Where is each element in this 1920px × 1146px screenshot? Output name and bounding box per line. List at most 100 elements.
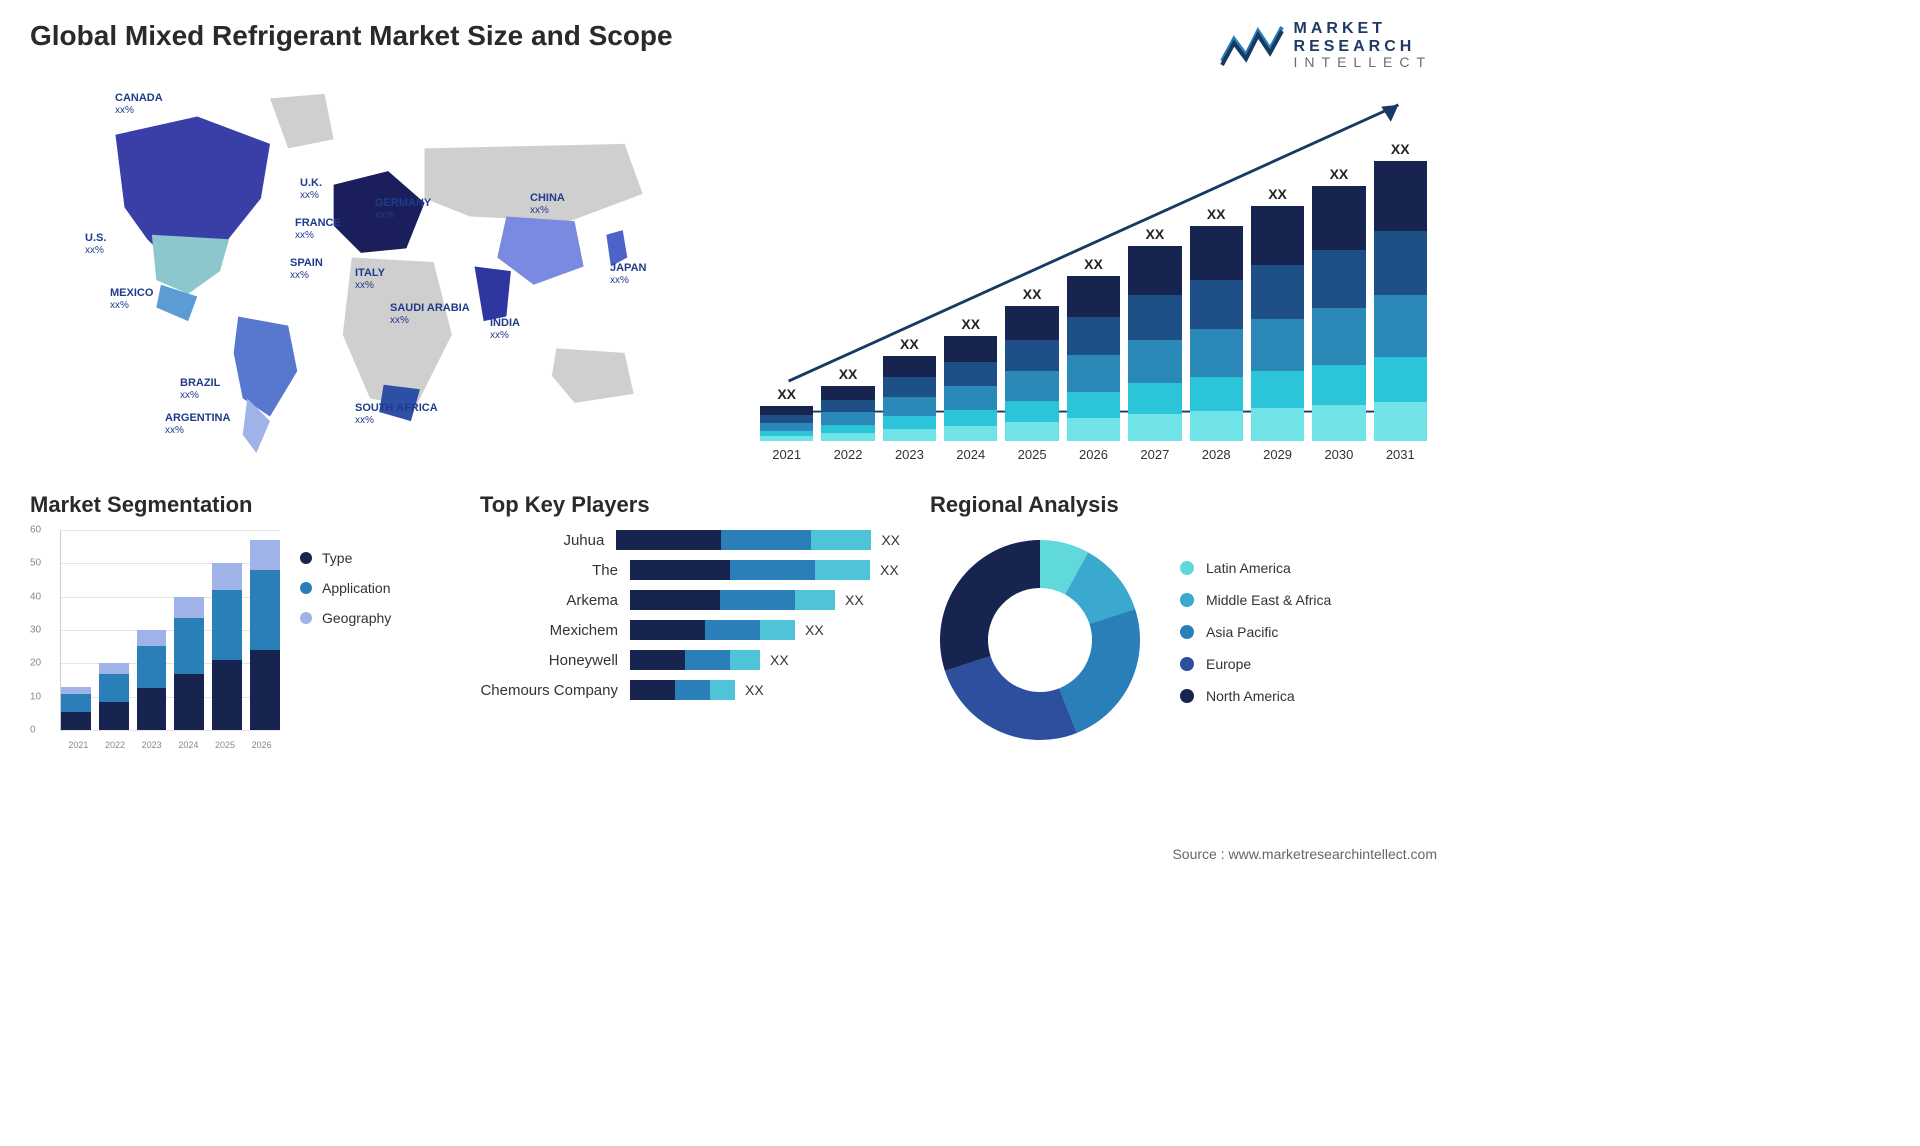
player-segment (815, 560, 870, 580)
legend-label: Middle East & Africa (1206, 592, 1331, 608)
legend-swatch (1180, 625, 1194, 639)
player-row: MexichemXX (480, 620, 900, 640)
seg-segment (99, 674, 129, 702)
map-label: SOUTH AFRICAxx% (355, 402, 438, 426)
player-row: HoneywellXX (480, 650, 900, 670)
growth-bar: XX2024 (944, 316, 997, 462)
growth-segment (1312, 365, 1365, 406)
growth-bar: XX2030 (1312, 166, 1365, 462)
donut-slice (1059, 609, 1140, 733)
growth-segment (760, 406, 813, 415)
segmentation-title: Market Segmentation (30, 492, 450, 518)
growth-segment (1251, 319, 1304, 371)
legend-swatch (1180, 593, 1194, 607)
player-row: Chemours CompanyXX (480, 680, 900, 700)
seg-bar (250, 540, 280, 730)
map-label: U.K.xx% (300, 177, 322, 201)
growth-segment (1005, 306, 1058, 340)
growth-segment (1312, 186, 1365, 250)
player-bar (630, 620, 795, 640)
growth-value-label: XX (839, 366, 858, 382)
growth-bar: XX2021 (760, 386, 813, 462)
player-segment (760, 620, 795, 640)
growth-year-label: 2027 (1140, 447, 1169, 462)
seg-bar (212, 563, 242, 730)
growth-year-label: 2028 (1202, 447, 1231, 462)
player-row: TheXX (480, 560, 900, 580)
seg-segment (212, 590, 242, 660)
growth-segment (944, 336, 997, 362)
growth-segment (1190, 226, 1243, 280)
growth-segment (1190, 329, 1243, 376)
growth-segment (1374, 161, 1427, 231)
segmentation-legend: TypeApplicationGeography (300, 530, 391, 750)
growth-segment (944, 410, 997, 427)
growth-segment (944, 386, 997, 409)
map-label: CANADAxx% (115, 92, 163, 116)
growth-segment (1190, 377, 1243, 411)
growth-bar: XX2023 (883, 336, 936, 462)
player-name: Juhua (480, 532, 616, 549)
legend-swatch (300, 582, 312, 594)
seg-ylabel: 50 (30, 558, 41, 569)
growth-value-label: XX (900, 336, 919, 352)
growth-bar: XX2028 (1190, 206, 1243, 462)
seg-ylabel: 30 (30, 625, 41, 636)
growth-segment (760, 436, 813, 441)
growth-segment (1067, 355, 1120, 391)
seg-bar (137, 630, 167, 730)
growth-year-label: 2026 (1079, 447, 1108, 462)
seg-segment (137, 646, 167, 688)
legend-swatch (300, 552, 312, 564)
growth-value-label: XX (1023, 286, 1042, 302)
logo-text-2: RESEARCH (1294, 38, 1432, 56)
seg-segment (174, 618, 204, 674)
map-region-aus (552, 348, 634, 403)
map-label: CHINAxx% (530, 192, 565, 216)
legend-swatch (1180, 689, 1194, 703)
growth-segment (821, 425, 874, 434)
player-segment (685, 650, 730, 670)
map-label: ITALYxx% (355, 267, 385, 291)
seg-xlabel: 2024 (178, 740, 198, 750)
growth-value-label: XX (1268, 186, 1287, 202)
player-name: Chemours Company (480, 682, 630, 699)
map-region-greenland (270, 94, 334, 149)
growth-segment (1251, 265, 1304, 319)
player-segment (705, 620, 760, 640)
growth-year-label: 2030 (1324, 447, 1353, 462)
growth-year-label: 2021 (772, 447, 801, 462)
growth-value-label: XX (961, 316, 980, 332)
player-segment (630, 680, 675, 700)
seg-bar (99, 663, 129, 730)
growth-segment (883, 377, 936, 397)
seg-bar (174, 597, 204, 730)
growth-segment (944, 362, 997, 386)
growth-segment (1312, 250, 1365, 309)
player-segment (675, 680, 710, 700)
growth-segment (1005, 340, 1058, 371)
growth-segment (1128, 340, 1181, 383)
seg-xlabel: 2022 (105, 740, 125, 750)
segmentation-panel: Market Segmentation 01020304050602021202… (30, 492, 450, 750)
donut-slice (945, 656, 1077, 740)
growth-segment (883, 429, 936, 441)
player-value: XX (845, 592, 864, 608)
map-label: U.S.xx% (85, 232, 106, 256)
growth-segment (760, 423, 813, 431)
player-bar (630, 590, 835, 610)
growth-segment (1128, 383, 1181, 414)
map-label: SAUDI ARABIAxx% (390, 302, 470, 326)
growth-bar: XX2031 (1374, 141, 1427, 462)
player-segment (630, 590, 720, 610)
player-bar (630, 560, 870, 580)
growth-value-label: XX (1084, 256, 1103, 272)
growth-bar: XX2027 (1128, 226, 1181, 462)
region-legend-item: Asia Pacific (1180, 624, 1331, 640)
region-legend-item: Latin America (1180, 560, 1331, 576)
growth-segment (1067, 418, 1120, 441)
growth-segment (760, 415, 813, 423)
growth-segment (821, 433, 874, 441)
regional-legend: Latin America Middle East & Africa Asia Pa… (1180, 560, 1331, 720)
growth-segment (1067, 317, 1120, 355)
